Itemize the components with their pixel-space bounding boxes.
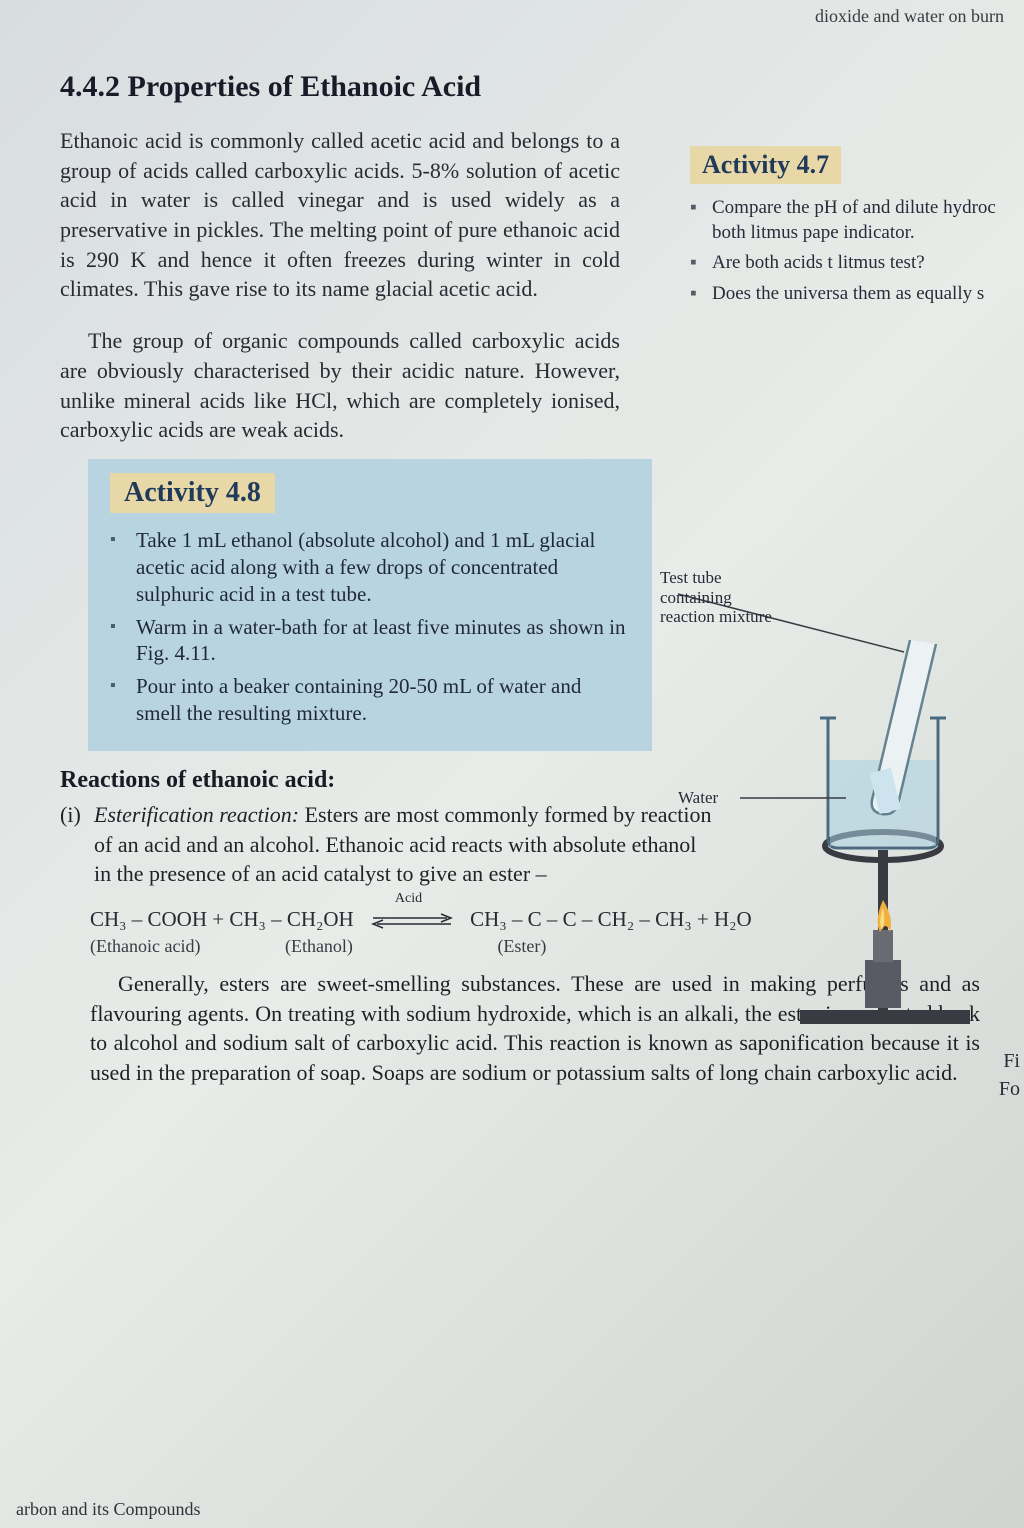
activity-4-8-item: Warm in a water-bath for at least five m… <box>110 614 630 668</box>
equation-label-ethanoic: (Ethanoic acid) <box>90 936 200 957</box>
equilibrium-arrow-icon <box>367 912 457 930</box>
activity-4-7-title: Activity 4.7 <box>690 146 841 184</box>
edge-fragment-1: Fi <box>1003 1050 1020 1073</box>
section-heading: 4.4.2 Properties of Ethanoic Acid <box>60 70 1004 104</box>
edge-fragment-2: Fo <box>999 1078 1020 1101</box>
reaction-title: Esterification reaction: <box>94 802 299 827</box>
paragraph-intro-2: The group of organic compounds called ca… <box>60 326 620 445</box>
activity-4-7-item: Are both acids t litmus test? <box>690 251 1010 276</box>
apparatus-svg <box>660 550 1020 1070</box>
activity-4-7-box: Activity 4.7 Compare the pH of and dilut… <box>672 136 1024 327</box>
reaction-index: (i) <box>60 800 81 830</box>
activity-4-8-item: Pour into a beaker containing 20-50 mL o… <box>110 673 630 727</box>
water-bath-diagram: Test tube containing reaction mixture Wa… <box>660 550 1020 1070</box>
activity-4-7-item: Compare the pH of and dilute hydroc both… <box>690 196 1010 245</box>
equation-label-ethanol: (Ethanol) <box>285 936 353 957</box>
page-fragment-top: dioxide and water on burn <box>815 6 1004 27</box>
footer-fragment: arbon and its Compounds <box>16 1499 201 1520</box>
equation-label-ester: (Ester) <box>497 936 546 957</box>
diagram-label-testtube: Test tube containing reaction mixture <box>660 568 780 627</box>
activity-4-8-item: Take 1 mL ethanol (absolute alcohol) and… <box>110 527 630 608</box>
paragraph-intro-1: Ethanoic acid is commonly called acetic … <box>60 126 620 304</box>
equation-arrow-label: Acid <box>395 891 422 907</box>
activity-4-8-title: Activity 4.8 <box>110 473 275 513</box>
activity-4-7-item: Does the universa them as equally s <box>690 282 1010 307</box>
reaction-esterification: (i) Esterification reaction: Esters are … <box>60 800 714 889</box>
activity-4-8-box: Activity 4.8 Take 1 mL ethanol (absolute… <box>88 459 652 751</box>
equation-lhs: CH₃ – COOH + CH₃ – CH₂OH <box>90 907 354 931</box>
